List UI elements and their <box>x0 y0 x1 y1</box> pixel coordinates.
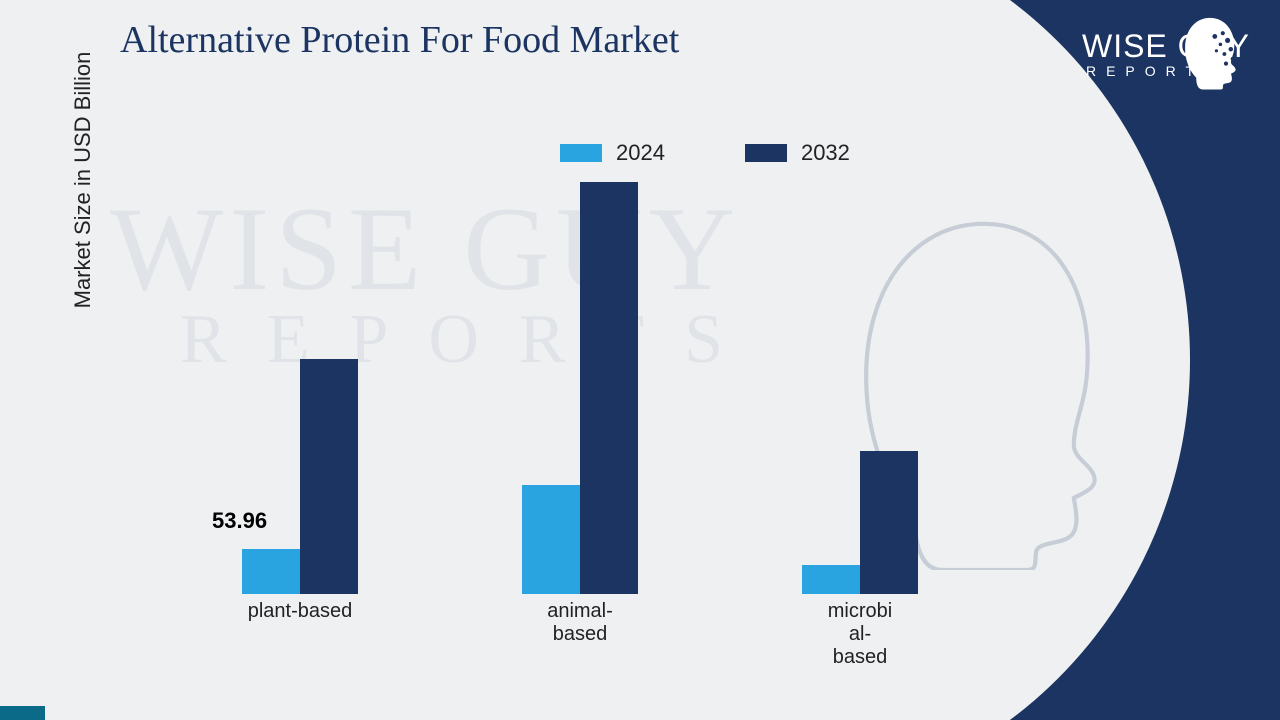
bar-plant-2024 <box>242 549 300 594</box>
y-axis-label: Market Size in USD Billion <box>70 0 96 370</box>
category-label-microbi: microbial-based <box>780 600 940 669</box>
legend: 2024 2032 <box>560 140 850 166</box>
infographic-canvas: WISE GUY REPORTS Alternative Protein For… <box>0 0 1280 720</box>
bar-group-animal <box>500 182 660 594</box>
accent-bar <box>0 706 45 720</box>
bar-group-plant <box>220 359 380 594</box>
chart-plot-area: plant-basedanimal-basedmicrobial-based53… <box>120 174 950 594</box>
bar-animal-2024 <box>522 485 580 594</box>
bar-microbi-2024 <box>802 565 860 594</box>
category-label-plant: plant-based <box>220 600 380 623</box>
bar-microbi-2032 <box>860 451 918 594</box>
bar-group-microbi <box>780 451 940 594</box>
legend-swatch-2032 <box>745 144 787 162</box>
chart-title: Alternative Protein For Food Market <box>120 18 679 62</box>
bar-animal-2032 <box>580 182 638 594</box>
value-label-plant-2024: 53.96 <box>212 508 267 534</box>
legend-label-2032: 2032 <box>801 140 850 166</box>
legend-item-2032: 2032 <box>745 140 850 166</box>
legend-label-2024: 2024 <box>616 140 665 166</box>
brand-head-icon <box>1170 14 1250 94</box>
bar-plant-2032 <box>300 359 358 594</box>
legend-swatch-2024 <box>560 144 602 162</box>
category-label-animal: animal-based <box>500 600 660 646</box>
legend-item-2024: 2024 <box>560 140 665 166</box>
